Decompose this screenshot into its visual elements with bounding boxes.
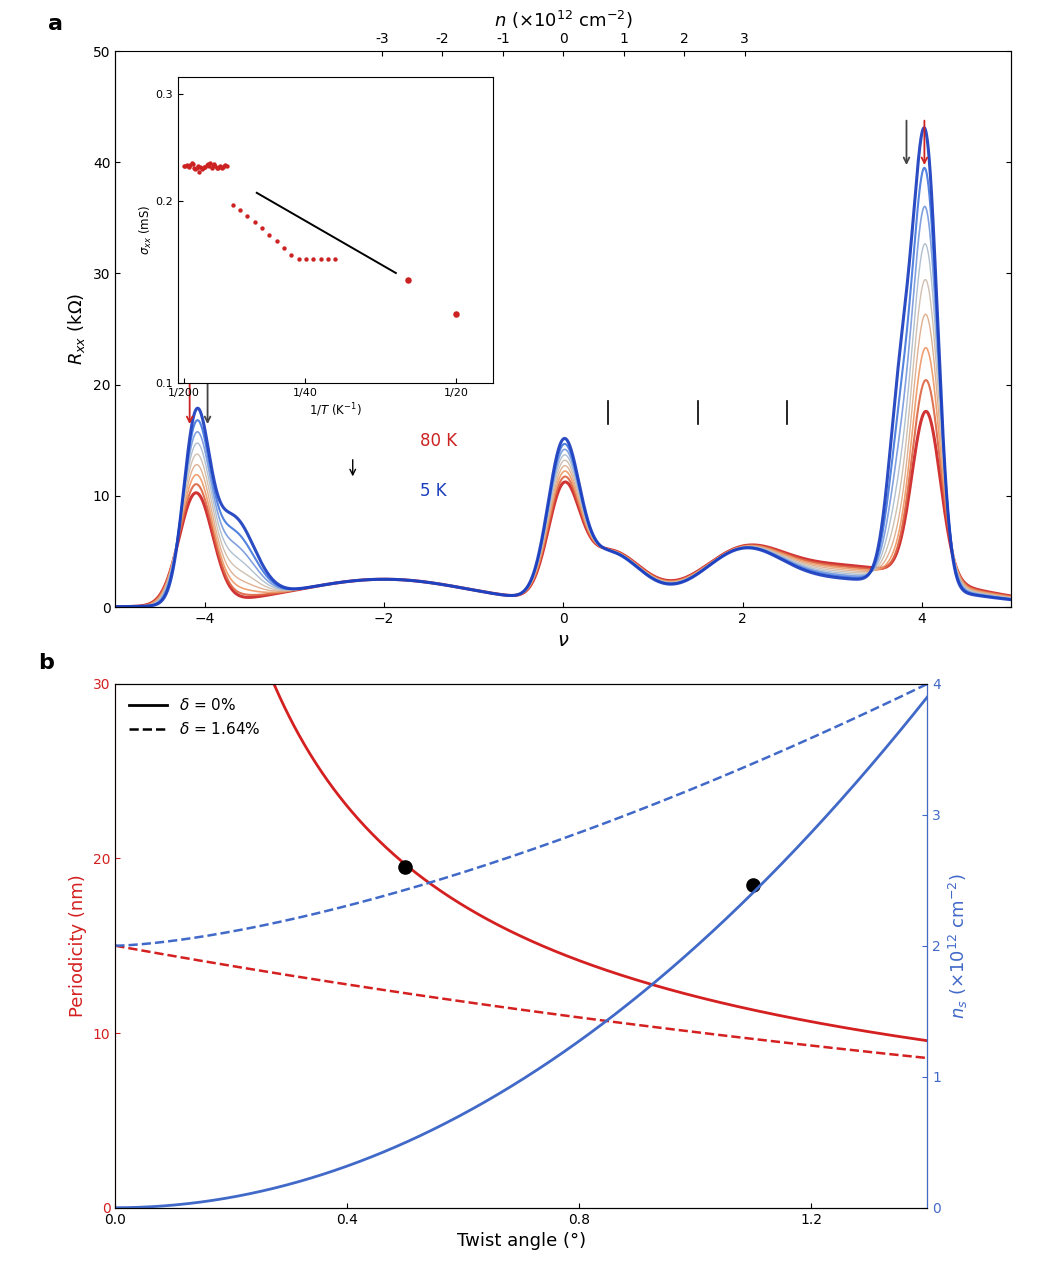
Point [215,156,232,176]
X-axis label: 1/$T$ (K$^{-1}$): 1/$T$ (K$^{-1}$) [309,401,362,419]
Point [197,157,214,178]
Point [246,212,263,233]
Point [181,157,198,178]
Y-axis label: Periodicity (nm): Periodicity (nm) [69,874,87,1017]
Point [312,249,329,270]
Point [192,156,209,176]
X-axis label: $n$ ($\times$10$^{12}$ cm$^{-2}$): $n$ ($\times$10$^{12}$ cm$^{-2}$) [494,9,633,31]
Point [182,155,199,175]
Point [178,155,195,175]
Point [232,201,248,221]
Point [196,157,213,178]
Point [290,249,307,270]
Point [283,244,300,265]
Point [327,249,344,270]
Point [212,156,228,176]
Point [210,158,226,179]
Point [189,157,205,178]
Text: 80 K: 80 K [420,432,457,450]
Point [224,194,241,215]
Point [205,153,222,174]
Point [218,156,235,176]
Point [199,153,216,174]
Point [298,249,314,270]
Point [190,156,206,176]
Point [213,158,230,179]
Point [447,304,464,325]
Point [276,238,292,258]
Y-axis label: $R_{xx}$ (k$\Omega$): $R_{xx}$ (k$\Omega$) [66,293,87,366]
Point [183,153,200,174]
X-axis label: $\nu$: $\nu$ [558,631,569,651]
Point [193,158,210,179]
Point [399,270,416,290]
Point [203,157,220,178]
Point [185,157,202,178]
Point [195,157,212,178]
Point [198,155,215,175]
Point [209,157,225,178]
Point [179,156,196,176]
Point [184,153,201,174]
Point [217,155,234,175]
Y-axis label: $n_s$ ($\times$10$^{12}$ cm$^{-2}$): $n_s$ ($\times$10$^{12}$ cm$^{-2}$) [946,873,969,1019]
Legend: $\delta$ = 0%, $\delta$ = 1.64%: $\delta$ = 0%, $\delta$ = 1.64% [123,691,267,744]
Point [261,225,278,245]
Point [745,874,762,895]
Text: b: b [38,653,54,674]
Point [206,156,223,176]
Point [320,249,336,270]
Point [191,161,208,181]
Point [397,856,414,877]
Point [176,156,193,176]
Point [211,157,227,178]
Y-axis label: $\sigma_{xx}$ (mS): $\sigma_{xx}$ (mS) [138,204,154,256]
Point [204,155,221,175]
Point [254,219,270,239]
Point [201,156,218,176]
X-axis label: Twist angle (°): Twist angle (°) [457,1232,586,1250]
Point [305,249,322,270]
Point [187,158,203,179]
Point [202,152,219,173]
Text: 5 K: 5 K [420,482,446,500]
Point [177,156,194,176]
Text: a: a [48,14,63,35]
Point [268,231,285,252]
Point [239,206,256,226]
Point [216,156,233,176]
